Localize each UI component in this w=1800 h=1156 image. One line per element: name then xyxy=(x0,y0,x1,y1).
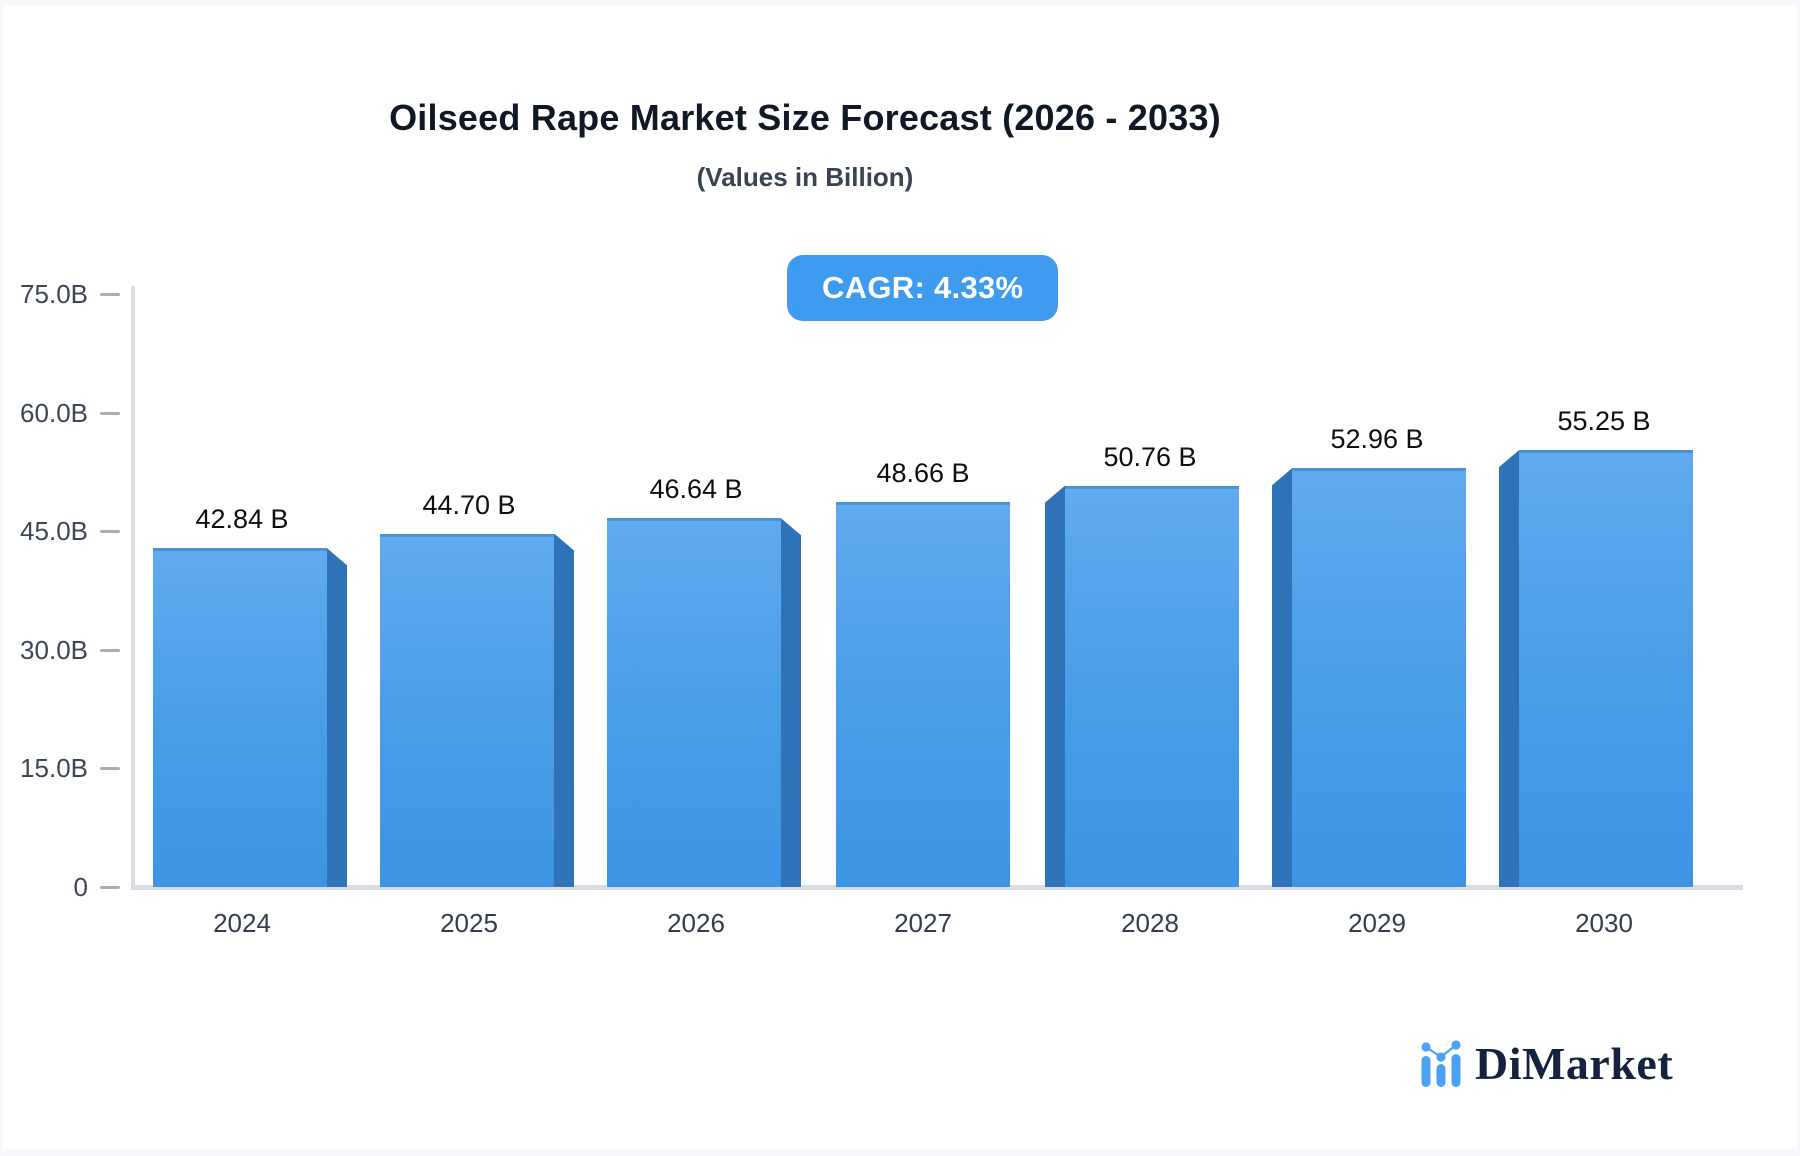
x-axis-label-2030: 2030 xyxy=(1575,908,1633,938)
bar-face-2025 xyxy=(380,533,554,887)
x-axis-label-2028: 2028 xyxy=(1121,908,1179,938)
bar-side-2025 xyxy=(554,533,574,887)
brand-name: DiMarket xyxy=(1475,1038,1674,1089)
bar-value-label-2025: 44.70 B xyxy=(422,489,516,520)
brand-logo: DiMarket xyxy=(1421,1037,1673,1090)
x-axis-label-2027: 2027 xyxy=(894,908,952,938)
y-tick-label: 45.0B xyxy=(20,516,88,547)
x-axis-line xyxy=(131,885,1743,890)
y-tick-label: 0 xyxy=(73,872,88,902)
x-axis-label-2029: 2029 xyxy=(1348,908,1406,938)
bar-side-2028 xyxy=(1045,485,1065,887)
bar-side-2030 xyxy=(1499,450,1519,887)
y-tick-mark xyxy=(100,886,120,889)
bar-face-2029 xyxy=(1292,468,1466,887)
bar-value-label-2024: 42.84 B xyxy=(195,504,289,535)
y-tick-mark xyxy=(100,292,120,296)
bar-side-2029 xyxy=(1272,468,1292,887)
bar-value-label-2028: 50.76 B xyxy=(1103,441,1197,472)
bar-value-label-2030: 55.25 B xyxy=(1557,406,1651,437)
bar-side-2026 xyxy=(781,518,801,887)
bar-value-label-2029: 52.96 B xyxy=(1330,424,1424,455)
bar-side-2024 xyxy=(327,548,347,887)
bar-face-2026 xyxy=(607,518,781,887)
x-axis-label-2026: 2026 xyxy=(667,908,725,938)
y-tick-label: 30.0B xyxy=(20,634,88,665)
y-axis-line xyxy=(131,286,135,888)
chart-subtitle: (Values in Billion) xyxy=(696,162,914,192)
y-tick-mark xyxy=(100,411,120,415)
x-axis-label-2024: 2024 xyxy=(213,908,271,938)
y-tick-mark xyxy=(100,767,120,771)
chart-title: Oilseed Rape Market Size Forecast (2026 … xyxy=(389,97,1221,138)
bar-face-2024 xyxy=(153,548,327,887)
bar-face-2030 xyxy=(1519,450,1693,887)
dimarket-logo-icon xyxy=(1421,1040,1461,1087)
bar-value-label-2027: 48.66 B xyxy=(876,458,970,489)
bar-face-2028 xyxy=(1065,485,1239,887)
bar-value-label-2026: 46.64 B xyxy=(649,474,743,505)
chart-header: Oilseed Rape Market Size Forecast (2026 … xyxy=(0,96,1610,193)
y-tick-label: 15.0B xyxy=(20,753,88,784)
bar-face-2027 xyxy=(836,502,1010,887)
y-tick-label: 75.0B xyxy=(20,278,88,309)
cagr-badge: CAGR: 4.33% xyxy=(787,255,1059,321)
x-axis-label-2025: 2025 xyxy=(440,908,498,938)
y-tick-mark xyxy=(100,530,120,534)
y-tick-label: 60.0B xyxy=(20,397,88,428)
y-tick-mark xyxy=(100,648,120,652)
